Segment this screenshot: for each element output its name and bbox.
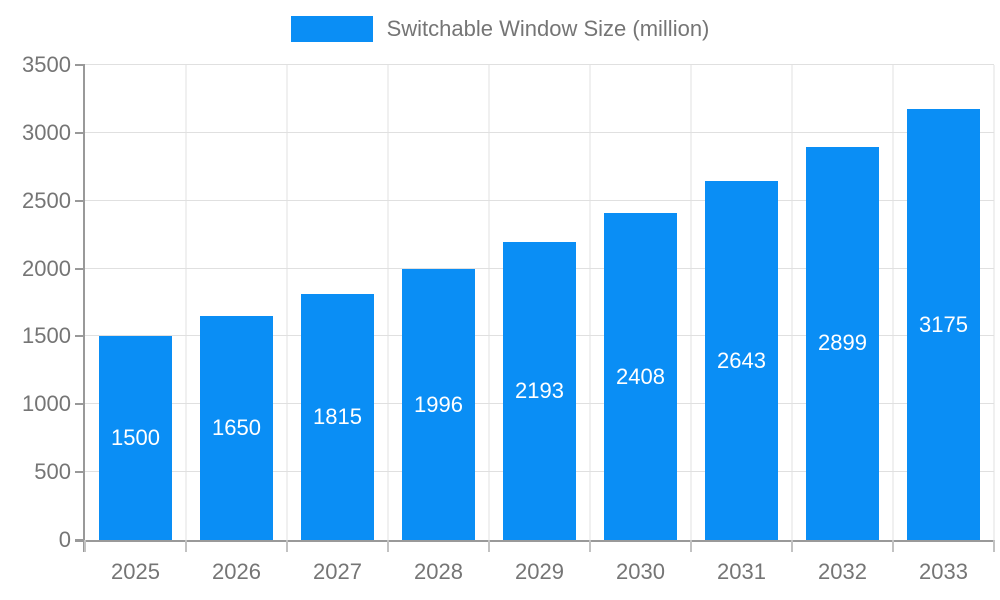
y-axis-tick-label: 1500	[22, 323, 71, 349]
x-axis-tick	[185, 540, 187, 552]
bar: 1650	[200, 316, 273, 540]
bar: 2899	[806, 146, 879, 540]
y-axis-tick	[75, 335, 85, 338]
gridline-horizontal	[85, 64, 994, 65]
x-axis-tick	[689, 540, 692, 552]
y-axis-tick-label: 0	[58, 527, 71, 552]
bar-value-label: 1500	[111, 425, 160, 451]
gridline-vertical	[993, 65, 995, 540]
y-axis-tick	[75, 267, 85, 270]
x-axis-tick-label: 2029	[515, 559, 564, 584]
y-axis-tick	[75, 539, 85, 541]
gridline-vertical	[589, 65, 591, 540]
x-axis-tick-label: 2030	[616, 559, 665, 584]
x-axis-tick	[892, 540, 894, 552]
bar-value-label: 3175	[919, 311, 968, 337]
bar-value-label: 2193	[515, 378, 564, 404]
x-axis-tick	[791, 540, 793, 552]
gridline-vertical	[892, 65, 894, 540]
y-axis-tick-label: 500	[34, 459, 71, 485]
y-axis-tick	[75, 64, 85, 66]
bar-value-label: 1815	[313, 403, 362, 429]
bar-value-label: 2408	[616, 363, 665, 389]
x-axis-tick	[589, 540, 591, 552]
bar: 3175	[907, 109, 980, 540]
x-axis-tick-label: 2033	[919, 559, 968, 584]
bar-value-label: 1996	[414, 391, 463, 417]
gridline-vertical	[286, 65, 288, 540]
gridline-horizontal	[85, 199, 994, 201]
y-axis-tick	[75, 199, 85, 202]
y-axis-line	[83, 65, 85, 552]
y-axis-labels: 0 500 1000 1500 2000 2500 3000 3500	[0, 54, 73, 551]
x-axis-tick	[386, 540, 389, 552]
bar: 2193	[503, 242, 576, 540]
y-axis-tick-label: 1000	[22, 391, 71, 417]
x-axis-labels: 2025 2026 2027 2028 2029 2030 2031 2032 2033	[85, 540, 994, 600]
bar: 1996	[402, 269, 475, 540]
gridline-vertical	[488, 65, 490, 540]
x-axis-tick-label: 2028	[414, 559, 463, 584]
x-axis-tick	[84, 540, 86, 552]
y-axis-tick-label: 3500	[22, 52, 71, 77]
legend: Switchable Window Size (million)	[0, 16, 1000, 42]
bar-value-label: 2643	[717, 347, 766, 373]
x-axis-tick	[286, 540, 288, 552]
x-axis-tick-label: 2031	[717, 559, 766, 584]
bar-value-label: 1650	[212, 415, 261, 441]
legend-label: Switchable Window Size (million)	[386, 16, 710, 41]
x-axis-tick-label: 2025	[111, 559, 160, 584]
bar: 2643	[705, 181, 778, 540]
y-axis-tick	[75, 131, 85, 134]
gridline-vertical	[387, 65, 389, 540]
y-axis-tick	[75, 403, 85, 406]
gridline-vertical	[185, 65, 187, 540]
x-axis-tick-label: 2032	[818, 559, 867, 584]
gridline-vertical	[791, 65, 793, 540]
y-axis-tick-label: 2500	[22, 187, 71, 213]
x-axis-tick-label: 2027	[313, 559, 362, 584]
gridline-horizontal	[85, 131, 994, 133]
x-axis-tick	[488, 540, 490, 552]
bar-value-label: 2899	[818, 330, 867, 356]
x-axis-tick-label: 2026	[212, 559, 261, 584]
bar: 1815	[301, 293, 374, 540]
legend-swatch	[290, 16, 373, 42]
x-axis-tick	[993, 540, 995, 552]
y-axis-tick	[75, 471, 85, 474]
x-axis-line	[75, 540, 994, 542]
bar: 2408	[604, 213, 677, 540]
gridline-vertical	[690, 65, 692, 540]
bar: 1500	[99, 336, 172, 540]
y-axis-tick-label: 2000	[22, 255, 71, 281]
plot-area: 1500 1650 1815 1996 2193 2408 2643 2899 3175	[75, 64, 995, 552]
y-axis-tick-label: 3000	[22, 119, 71, 145]
